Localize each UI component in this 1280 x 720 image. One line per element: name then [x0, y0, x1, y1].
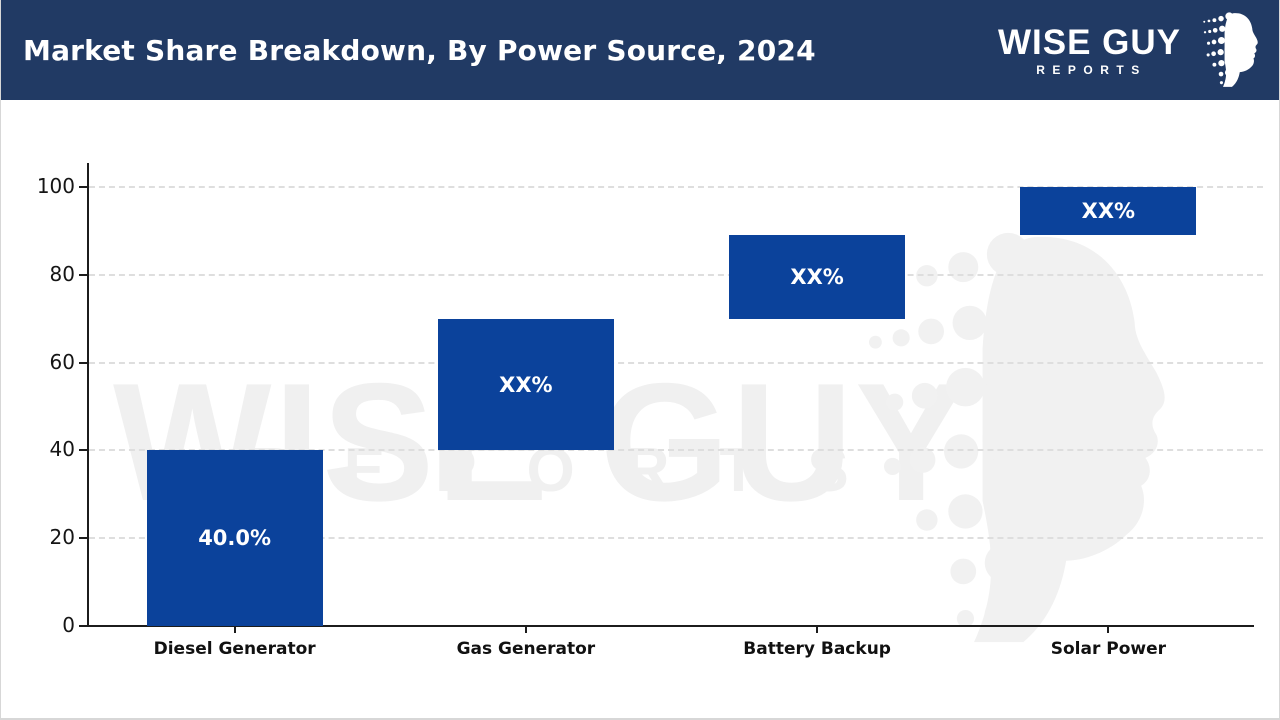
x-tick-label-solar-power: Solar Power: [1050, 639, 1167, 659]
bar-value-label-diesel-generator: 40.0%: [198, 526, 272, 551]
bar-value-label-gas-generator: XX%: [499, 372, 553, 397]
y-tick-label-40: 40: [49, 437, 75, 462]
bar-value-label-solar-power: XX%: [1081, 199, 1136, 224]
gridline-100: [89, 186, 1263, 188]
brand-face-icon: [1203, 12, 1258, 87]
page-title: Market Share Breakdown, By Power Source,…: [23, 33, 816, 67]
brand-logo: WISE GUY REPORTS: [998, 8, 1263, 94]
y-tick-mark-0: [79, 625, 87, 627]
x-tick-mark-battery-backup: [816, 627, 819, 633]
y-tick-mark-60: [79, 361, 87, 364]
y-tick-label-100: 100: [36, 174, 75, 198]
y-tick-mark-100: [79, 186, 87, 188]
bar-battery-backup: XX%: [729, 235, 906, 319]
x-tick-label-diesel-generator: Diesel Generator: [153, 639, 316, 659]
bar-solar-power: XX%: [1020, 187, 1197, 236]
gridline-60: [89, 361, 1263, 364]
brand-logo-text: WISE GUY REPORTS: [997, 22, 1181, 78]
bar-diesel-generator: 40.0%: [146, 450, 323, 626]
bar-value-label-battery-backup: XX%: [790, 264, 844, 289]
y-tick-mark-40: [79, 449, 87, 452]
brand-logo-line1: WISE GUY: [997, 22, 1181, 62]
y-tick-mark-20: [79, 537, 87, 540]
y-tick-label-20: 20: [49, 525, 75, 550]
x-tick-label-gas-generator: Gas Generator: [456, 639, 596, 659]
brand-logo-line2: REPORTS: [1036, 63, 1147, 78]
gridline-20: [89, 537, 1263, 540]
y-tick-mark-80: [79, 273, 87, 276]
y-axis-line: [87, 163, 89, 627]
gridline-40: [89, 449, 1263, 452]
bar-gas-generator: XX%: [437, 318, 614, 451]
x-tick-mark-gas-generator: [524, 627, 527, 633]
x-axis-line: [87, 625, 1254, 627]
x-tick-label-battery-backup: Battery Backup: [743, 639, 891, 659]
y-tick-label-60: 60: [49, 349, 75, 374]
x-tick-mark-solar-power: [1107, 627, 1110, 633]
gridline-80: [89, 273, 1263, 276]
y-tick-label-80: 80: [49, 261, 75, 286]
y-tick-label-0: 0: [62, 613, 75, 637]
header-bar: Market Share Breakdown, By Power Source,…: [1, 0, 1279, 100]
x-tick-mark-diesel-generator: [233, 627, 236, 633]
